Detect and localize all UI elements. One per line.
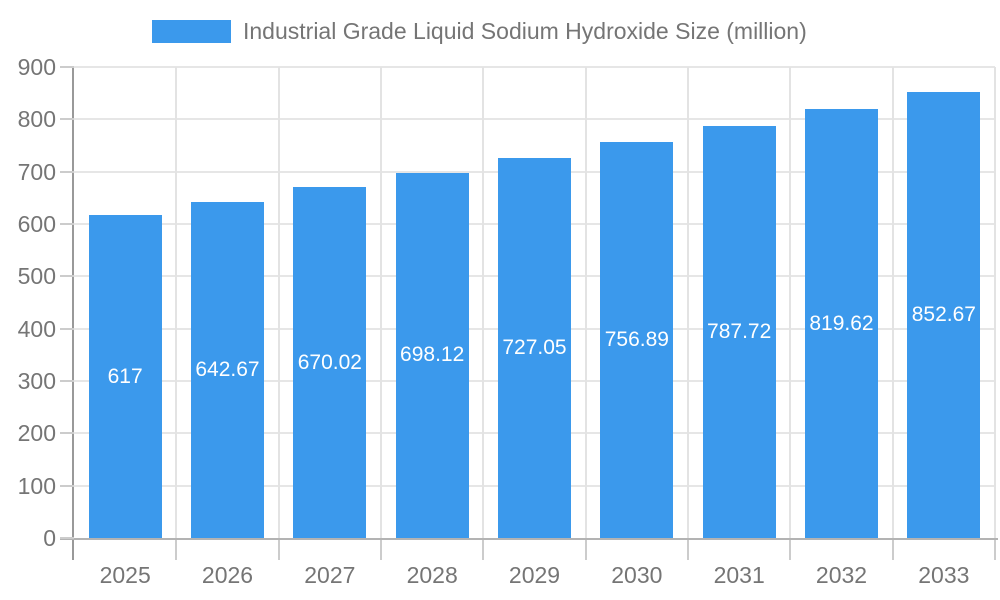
x-axis-tick-label: 2026 (201, 562, 254, 588)
y-axis-tick-label: 0 (43, 525, 56, 551)
v-gridline (380, 67, 382, 538)
bar-value-label: 642.67 (195, 357, 260, 381)
bar[interactable] (702, 125, 776, 538)
x-axis-tick (380, 540, 382, 560)
y-axis-tick-label: 500 (17, 263, 56, 290)
bar-value-label: 852.67 (911, 302, 976, 326)
x-axis-tick (175, 540, 178, 560)
bar-value-label: 787.72 (707, 319, 772, 343)
v-gridline (687, 67, 689, 538)
y-axis-tick-label: 900 (17, 54, 56, 80)
v-gridline (584, 67, 587, 538)
legend-label: Industrial Grade Liquid Sodium Hydroxide… (243, 18, 807, 44)
x-axis-tick (687, 540, 689, 560)
y-axis-tick (60, 432, 74, 435)
bar-value-label: 727.05 (502, 335, 567, 359)
v-gridline (891, 67, 894, 538)
y-axis-tick-label: 400 (17, 315, 56, 342)
x-axis-tick-label: 2031 (713, 562, 765, 588)
y-axis-tick (60, 484, 74, 487)
y-axis-tick (60, 170, 74, 173)
h-gridline (74, 118, 995, 121)
x-axis-tick (584, 540, 587, 560)
bar-value-label: 617 (107, 364, 143, 388)
legend-swatch-icon (152, 20, 231, 43)
bar[interactable] (600, 141, 674, 538)
x-axis-tick-label: 2030 (611, 562, 663, 588)
v-gridline (789, 67, 792, 538)
x-axis-tick (277, 540, 280, 560)
bar-value-label: 819.62 (809, 311, 874, 335)
y-axis-tick-label: 100 (17, 472, 56, 499)
y-axis-tick (60, 537, 74, 539)
x-axis-tick-label: 2029 (508, 562, 561, 588)
v-gridline (994, 67, 996, 538)
y-axis-tick-label: 800 (17, 106, 56, 133)
y-axis-tick-label: 300 (17, 368, 56, 394)
x-axis-tick-label: 2032 (815, 562, 868, 588)
bar[interactable] (293, 187, 367, 538)
plot-area: 617 642.67 670.02 698.12 727.05 756.89 787.72 8… (74, 66, 996, 538)
y-axis-tick (60, 275, 74, 278)
v-gridline (175, 67, 178, 538)
x-axis-line (60, 538, 998, 540)
bar[interactable] (88, 215, 162, 538)
bar-value-label: 698.12 (400, 343, 465, 367)
bar[interactable] (395, 172, 469, 538)
x-axis-tick (482, 540, 485, 560)
y-axis-tick (60, 327, 74, 330)
y-axis-line (72, 67, 74, 560)
bar[interactable] (498, 157, 571, 538)
y-axis-tick (60, 223, 74, 225)
y-axis-tick (60, 380, 74, 382)
y-axis-tick-label: 600 (17, 211, 56, 237)
bar[interactable] (805, 109, 878, 538)
x-axis-tick-label: 2028 (406, 562, 458, 588)
bar-value-label: 756.89 (604, 327, 669, 351)
x-axis-tick-label: 2033 (918, 562, 970, 588)
x-axis-tick (994, 540, 996, 560)
y-axis-tick-label: 700 (17, 158, 56, 185)
v-gridline (277, 67, 280, 538)
x-axis-tick-label: 2025 (99, 562, 151, 588)
legend[interactable]: Industrial Grade Liquid Sodium Hydroxide… (152, 20, 807, 43)
y-axis-tick-label: 200 (17, 420, 56, 447)
x-axis-tick (789, 540, 792, 560)
bar[interactable] (907, 91, 981, 538)
bar-value-label: 670.02 (297, 350, 362, 374)
y-axis-tick (60, 118, 74, 121)
x-axis-tick-label: 2027 (304, 562, 356, 588)
v-gridline (482, 67, 485, 538)
x-axis-tick (891, 540, 894, 560)
y-axis-tick (60, 66, 74, 68)
h-gridline (74, 66, 995, 68)
bar[interactable] (191, 201, 264, 538)
